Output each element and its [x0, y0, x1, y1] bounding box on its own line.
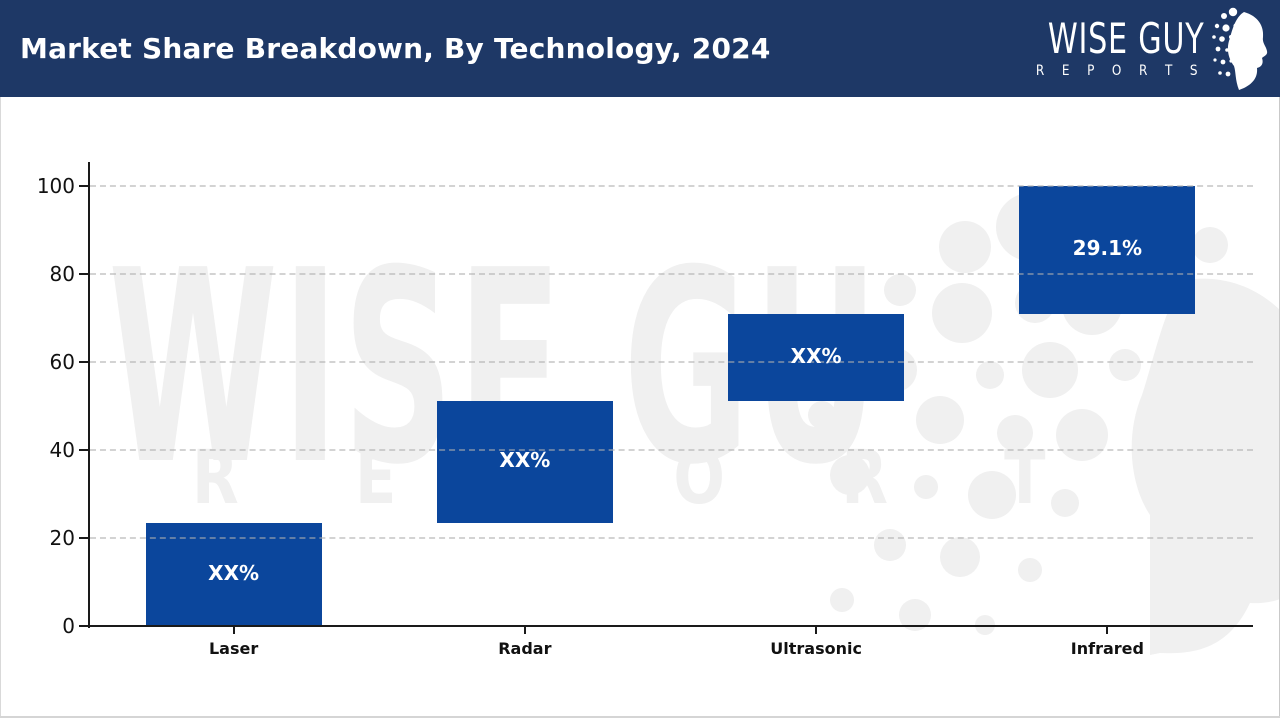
y-axis-tick-label: 0 [62, 614, 75, 638]
y-axis-tick-label: 20 [49, 526, 75, 550]
bar-value-label: XX% [208, 560, 260, 585]
category-label-infrared: Infrared [1070, 639, 1144, 658]
y-axis-tick [79, 361, 88, 363]
header-bar: Market Share Breakdown, By Technology, 2… [0, 0, 1280, 97]
x-axis-line [88, 625, 1253, 627]
x-axis-tick [815, 627, 818, 634]
bar-value-label: XX% [790, 343, 842, 368]
category-label-ultrasonic: Ultrasonic [770, 639, 862, 658]
bar-value-label: XX% [499, 448, 551, 473]
y-axis-tick-label: 100 [36, 174, 75, 198]
watermark-text-secondary: R E P O R T [192, 435, 1094, 521]
gridline-y20 [90, 537, 1253, 539]
gridline-y80 [90, 273, 1253, 275]
y-axis-tick-label: 60 [49, 350, 75, 374]
brand-logo-text: WISE GUY R E P O R T S [987, 14, 1204, 80]
brand-head-icon [1212, 7, 1268, 90]
x-axis-tick [523, 627, 526, 634]
y-axis-line [88, 162, 90, 628]
x-axis-tick [1106, 627, 1109, 634]
gridline-y60 [90, 361, 1253, 363]
y-axis-tick [79, 449, 88, 451]
gridline-y100 [90, 185, 1253, 187]
x-axis-tick [232, 627, 235, 634]
bottom-divider [0, 716, 1280, 718]
bar-radar [436, 401, 613, 524]
y-axis-tick [79, 273, 88, 275]
category-label-radar: Radar [498, 639, 552, 658]
page-title: Market Share Breakdown, By Technology, 2… [20, 32, 771, 65]
y-axis-tick-label: 80 [49, 262, 75, 286]
y-axis-tick [79, 185, 88, 187]
bar-laser [145, 523, 322, 626]
y-axis-tick [79, 537, 88, 539]
brand-name: WISE GUY [1047, 14, 1204, 63]
bar-value-label: 29.1% [1072, 236, 1143, 261]
bar-ultrasonic [728, 314, 905, 402]
y-axis-tick-label: 40 [49, 438, 75, 462]
y-axis-tick [79, 625, 88, 627]
brand-logo: WISE GUY R E P O R T S [987, 6, 1270, 90]
gridline-y40 [90, 449, 1253, 451]
bar-infrared [1019, 186, 1196, 315]
category-label-laser: Laser [208, 639, 259, 658]
brand-subtitle: R E P O R T S [1035, 63, 1204, 79]
